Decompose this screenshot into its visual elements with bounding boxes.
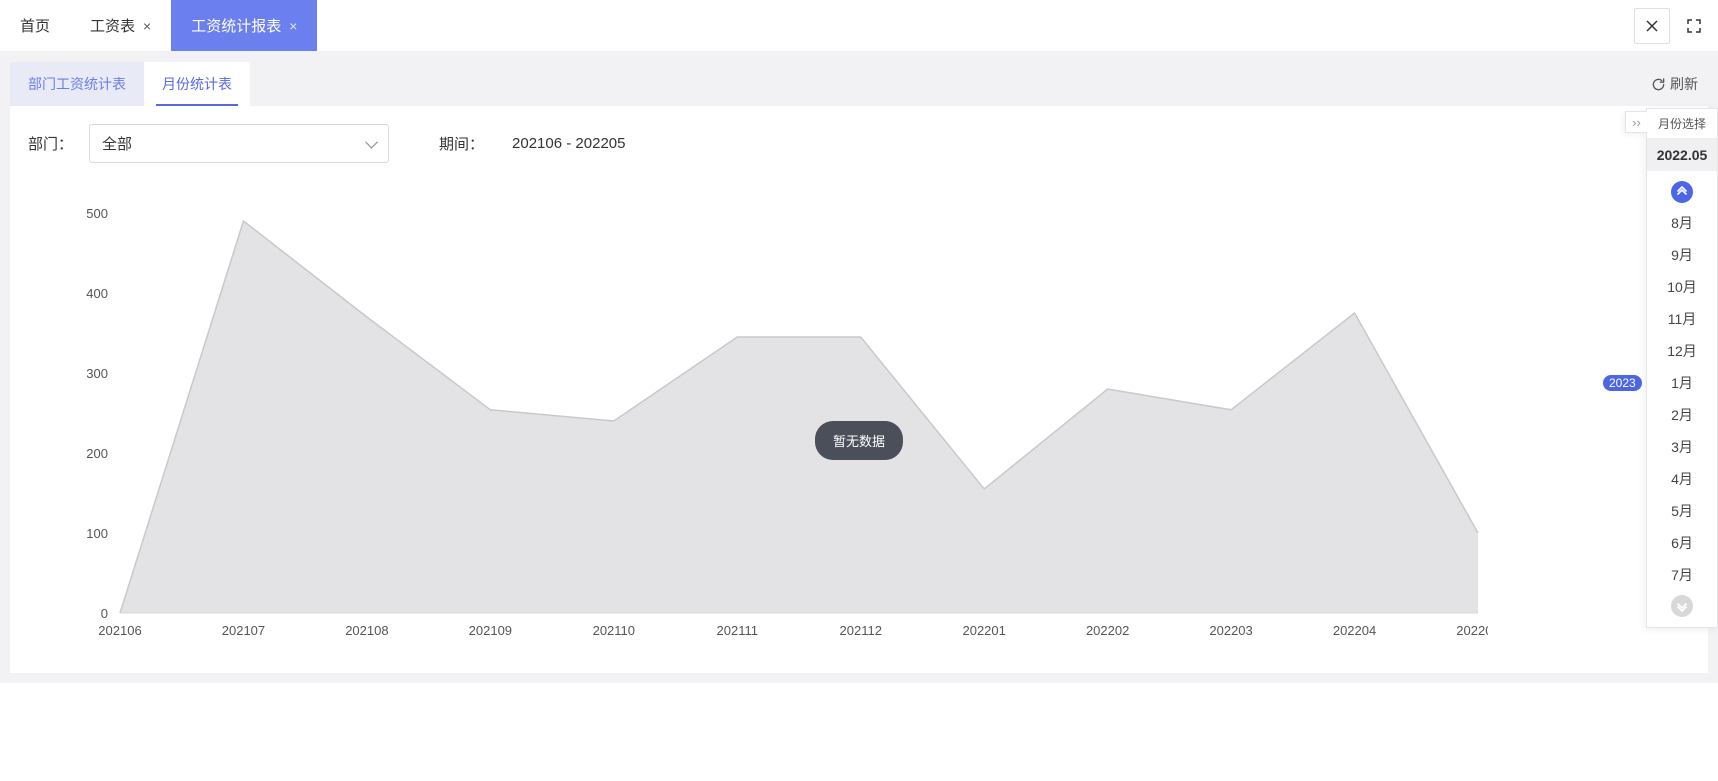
dept-select[interactable]: 全部 [89, 124, 389, 163]
sub-tabs-row: 部门工资统计表 月份统计表 刷新 [10, 62, 1708, 106]
svg-text:202111: 202111 [717, 623, 758, 638]
sub-tabs: 部门工资统计表 月份统计表 [10, 62, 250, 106]
refresh-button[interactable]: 刷新 [1651, 74, 1708, 94]
fullscreen-button[interactable] [1676, 8, 1712, 44]
area-chart: 0 100 200 300 400 500 202106 202107 202108 202109… [28, 203, 1690, 643]
chart-svg: 0 100 200 300 400 500 202106 202107 202108 202109… [28, 203, 1488, 643]
chevron-right-icon: ›› [1632, 115, 1641, 130]
refresh-icon [1651, 77, 1666, 92]
tab-label: 首页 [20, 15, 50, 36]
scroll-down-button[interactable] [1671, 595, 1693, 617]
svg-text:202108: 202108 [345, 623, 388, 638]
svg-text:100: 100 [86, 526, 108, 541]
subtab-label: 月份统计表 [162, 76, 232, 92]
month-panel-title: 月份选择 [1647, 109, 1717, 139]
svg-text:202106: 202106 [98, 623, 141, 638]
chevron-down-icon [1676, 600, 1688, 612]
month-item[interactable]: 7月 [1647, 565, 1717, 585]
tab-salary-report[interactable]: 工资统计报表 × [171, 0, 317, 51]
fullscreen-icon [1686, 18, 1702, 34]
refresh-label: 刷新 [1670, 74, 1698, 94]
month-list: 8月 9月 10月 11月 12月 1月2023 2月 3月 4月 5月 6月 7月 [1647, 171, 1717, 627]
svg-text:202203: 202203 [1209, 623, 1252, 638]
sub-area: 部门工资统计表 月份统计表 刷新 部门： 全部 期间： 202106 - 202… [0, 52, 1718, 683]
svg-text:202204: 202204 [1333, 623, 1376, 638]
month-item[interactable]: 8月 [1647, 213, 1717, 233]
month-item[interactable]: 9月 [1647, 245, 1717, 265]
svg-text:202205: 202205 [1456, 623, 1488, 638]
month-selector-panel: ›› 月份选择 2022.05 8月9月10月11月12月1月20232月3月4… [1646, 108, 1718, 628]
subtab-month-stats[interactable]: 月份统计表 [144, 62, 250, 106]
svg-text:400: 400 [86, 286, 108, 301]
panel-collapse-toggle[interactable]: ›› [1625, 111, 1647, 133]
tab-label: 工资表 [90, 15, 135, 36]
svg-text:300: 300 [86, 366, 108, 381]
svg-text:202109: 202109 [469, 623, 512, 638]
month-item[interactable]: 4月 [1647, 469, 1717, 489]
year-badge: 2023 [1603, 375, 1642, 391]
svg-text:202110: 202110 [593, 623, 635, 638]
month-item[interactable]: 12月 [1647, 341, 1717, 361]
period-label: 期间： [439, 133, 484, 154]
chevron-up-icon [1676, 186, 1688, 198]
tab-home[interactable]: 首页 [0, 0, 70, 51]
tab-salary-sheet[interactable]: 工资表 × [70, 0, 171, 51]
close-icon [1644, 18, 1660, 34]
svg-text:202112: 202112 [840, 623, 882, 638]
close-icon[interactable]: × [143, 18, 151, 34]
filter-bar: 部门： 全部 期间： 202106 - 202205 [28, 124, 1690, 163]
svg-text:200: 200 [86, 446, 108, 461]
chart-tooltip: 暂无数据 [815, 421, 903, 460]
month-item[interactable]: 11月 [1647, 309, 1717, 329]
month-item[interactable]: 3月 [1647, 437, 1717, 457]
month-item[interactable]: 5月 [1647, 501, 1717, 521]
close-all-button[interactable] [1634, 8, 1670, 44]
month-item[interactable]: 10月 [1647, 277, 1717, 297]
tooltip-text: 暂无数据 [833, 434, 885, 449]
month-selected-display: 2022.05 [1647, 139, 1717, 171]
content: 部门： 全部 期间： 202106 - 202205 0 100 200 300 400… [10, 106, 1708, 673]
close-icon[interactable]: × [289, 18, 297, 34]
svg-text:202107: 202107 [222, 623, 265, 638]
month-item[interactable]: 1月2023 [1647, 373, 1717, 393]
tab-label: 工资统计报表 [191, 15, 281, 36]
subtab-department-stats[interactable]: 部门工资统计表 [10, 62, 144, 106]
svg-text:202202: 202202 [1086, 623, 1129, 638]
svg-text:0: 0 [101, 606, 108, 621]
month-item[interactable]: 2月 [1647, 405, 1717, 425]
period-value: 202106 - 202205 [512, 135, 625, 152]
top-tab-bar: 首页 工资表 × 工资统计报表 × [0, 0, 1718, 52]
month-item[interactable]: 6月 [1647, 533, 1717, 553]
svg-text:500: 500 [86, 206, 108, 221]
subtab-label: 部门工资统计表 [28, 76, 126, 92]
dept-select-value: 全部 [102, 136, 132, 153]
svg-text:202201: 202201 [962, 623, 1005, 638]
dept-label: 部门： [28, 133, 73, 154]
scroll-up-button[interactable] [1671, 181, 1693, 203]
